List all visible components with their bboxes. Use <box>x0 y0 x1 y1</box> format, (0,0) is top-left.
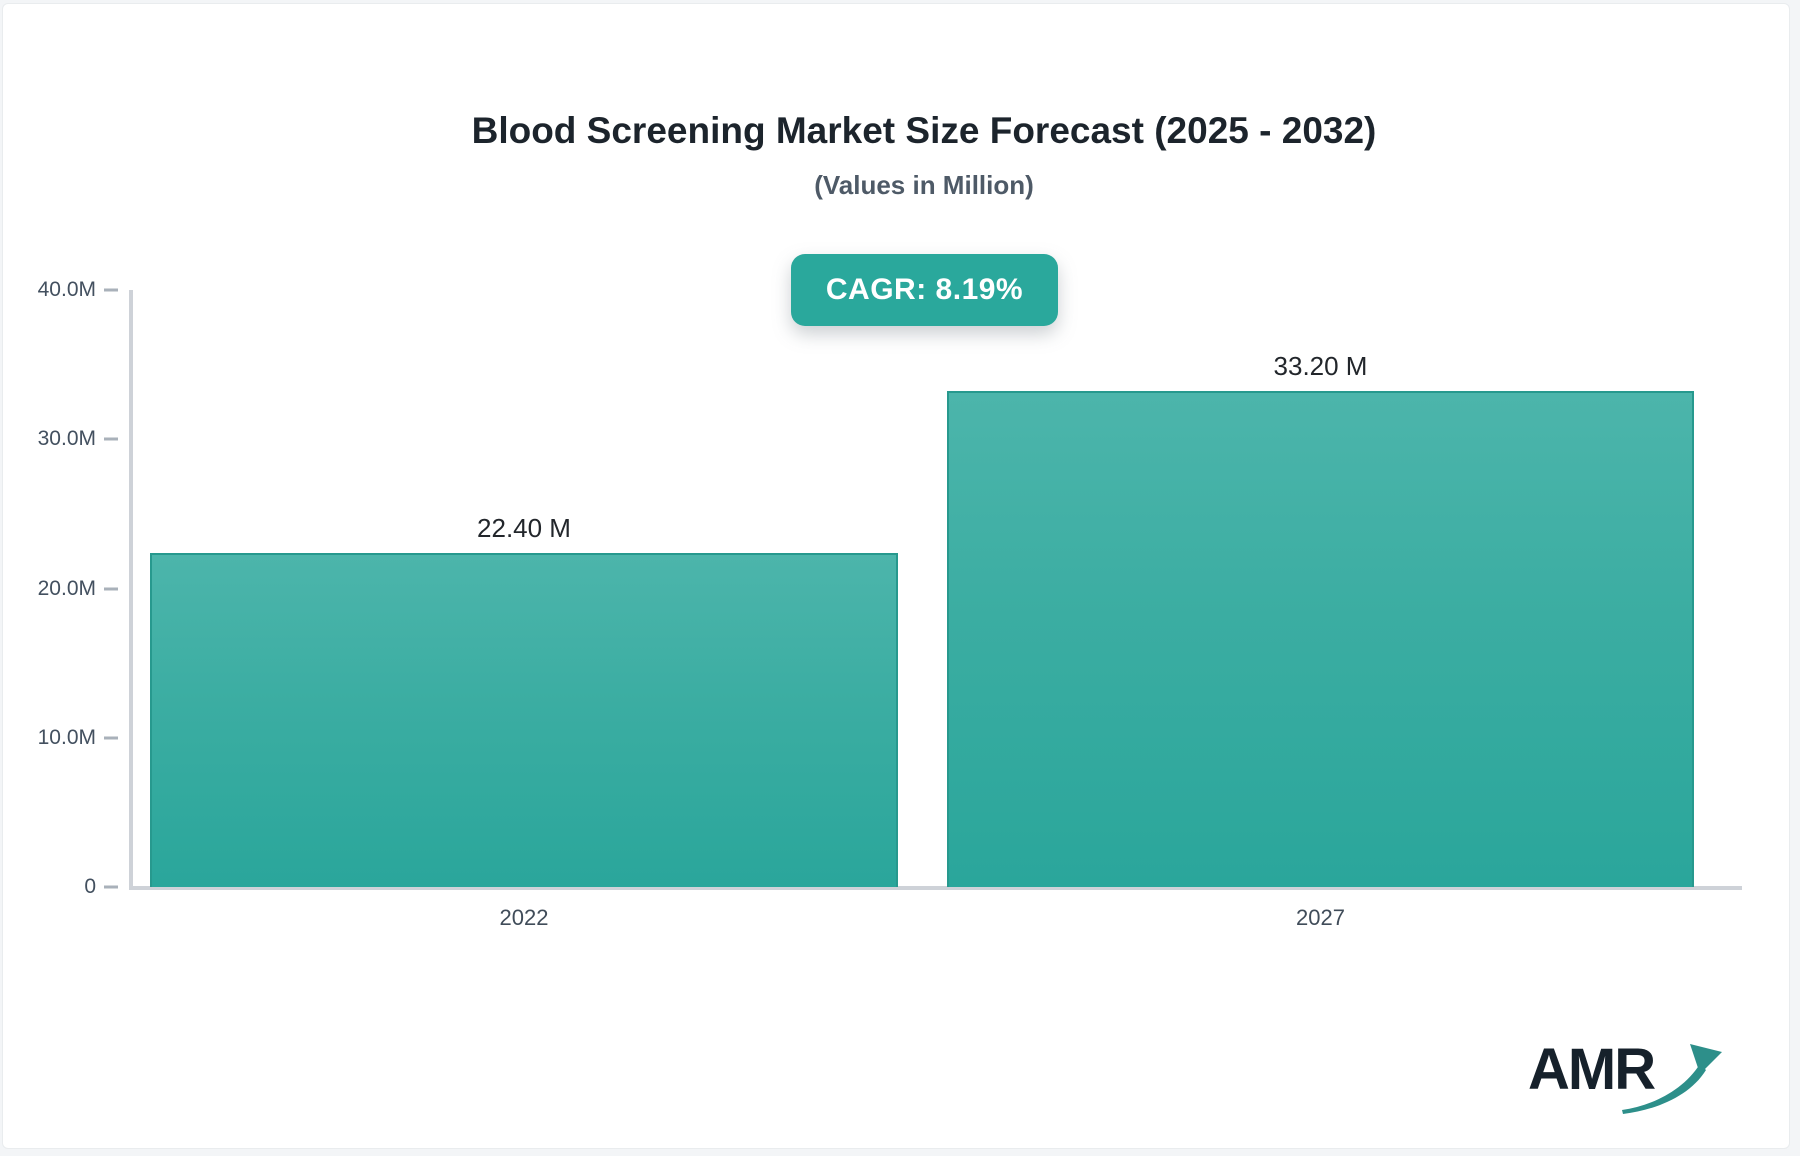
cagr-badge-label: CAGR: 8.19% <box>825 273 1024 306</box>
brand-logo-text: AMR <box>1528 1037 1656 1102</box>
y-tick-mark <box>104 736 118 740</box>
chart-subtitle: (Values in Million) <box>814 170 1034 200</box>
chart-title: Blood Screening Market Size Forecast (20… <box>471 110 1377 151</box>
y-tick-mark <box>104 288 118 292</box>
x-axis-line <box>129 886 1742 890</box>
cagr-badge: CAGR: 8.19% <box>791 254 1058 326</box>
y-tick-label: 30.0M <box>37 427 96 451</box>
bar-2027[interactable] <box>947 391 1694 887</box>
bar-value-label: 22.40 M <box>477 512 571 543</box>
y-tick-label: 0 <box>84 875 96 898</box>
y-tick-label: 40.0M <box>37 278 96 301</box>
y-tick-mark <box>104 587 118 590</box>
y-axis-line <box>129 290 133 889</box>
y-tick-label: 20.0M <box>37 576 96 600</box>
y-tick-mark <box>104 437 118 441</box>
y-tick-label: 10.0M <box>37 725 96 749</box>
y-tick-mark <box>104 885 118 889</box>
bar-value-label: 33.20 M <box>1273 351 1368 382</box>
x-tick-label: 2022 <box>499 905 549 930</box>
growth-arrow-icon <box>1622 1044 1722 1114</box>
brand-logo: AMR <box>1528 1030 1728 1120</box>
bar-2022[interactable] <box>150 552 898 887</box>
x-tick-label: 2027 <box>1296 905 1345 930</box>
